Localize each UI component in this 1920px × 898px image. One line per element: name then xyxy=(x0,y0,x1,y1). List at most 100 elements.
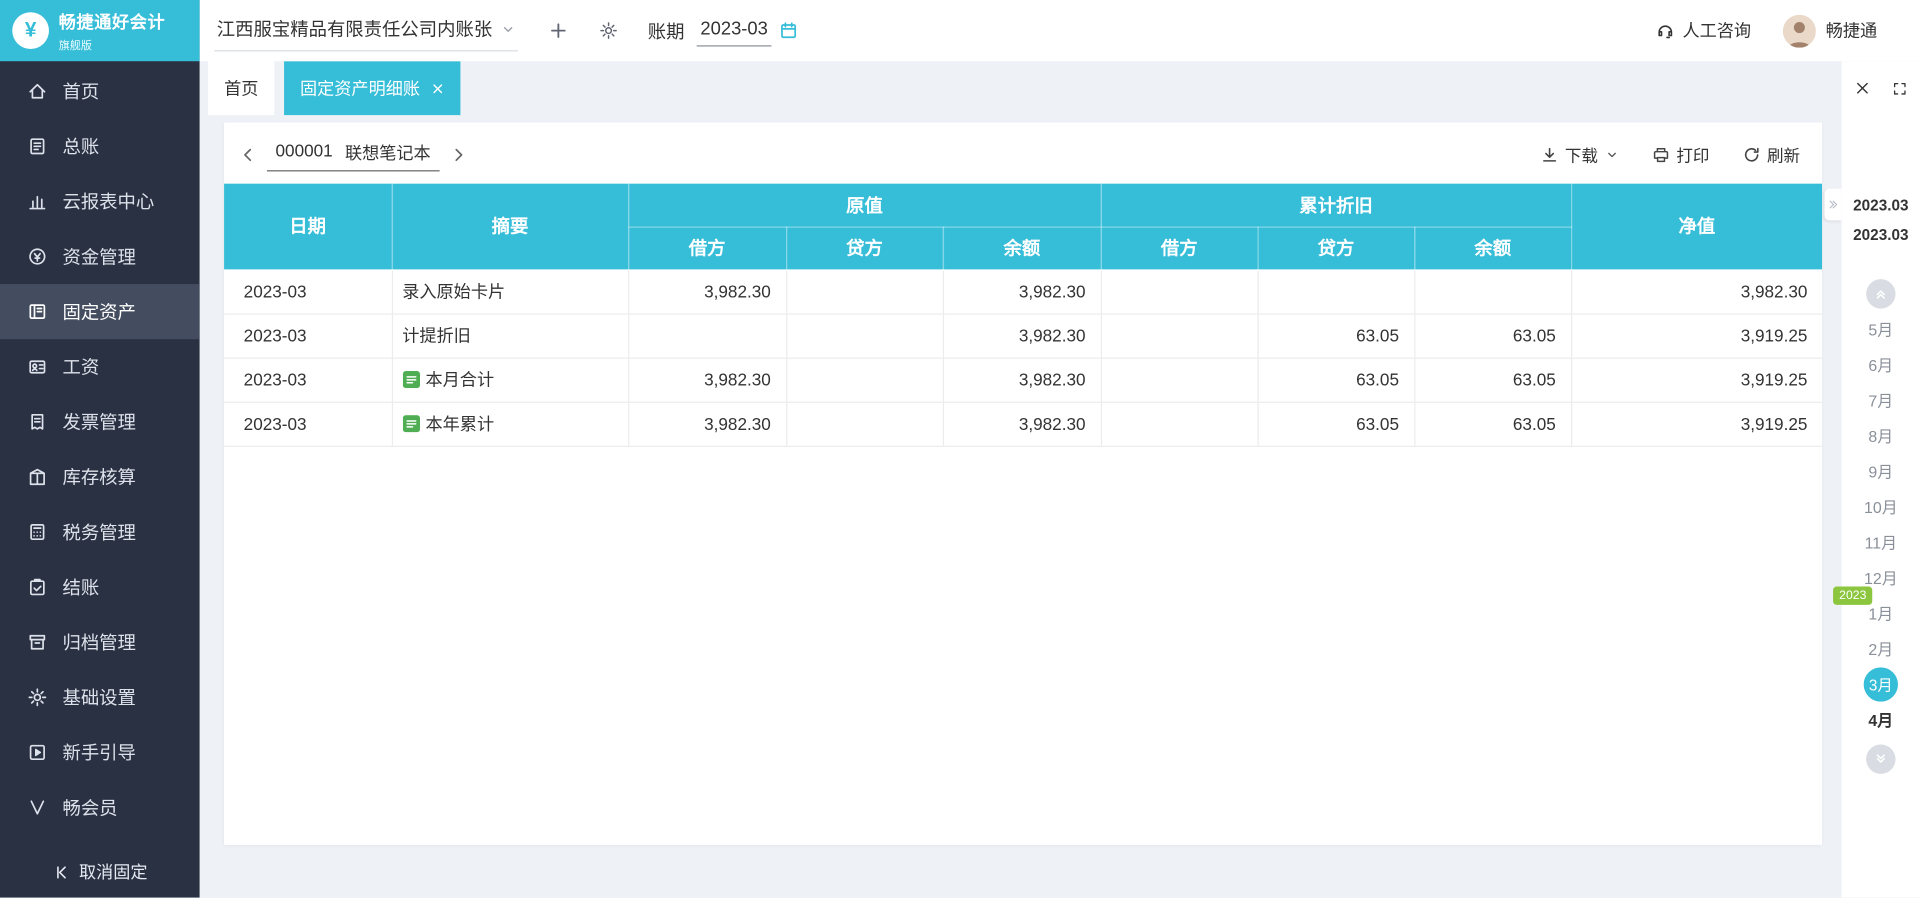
sidebar-item-archive[interactable]: 归档管理 xyxy=(0,615,200,670)
cell-summary: 计提折旧 xyxy=(391,312,629,359)
sidebar-menu: 首页总账 云报表中心 资金管理 固定资产 工资 发票管理库存核算税务管理结账归档管理基础设… xyxy=(0,61,200,835)
fixed-asset-ledger-view: 000001 联想笔记本 下载 打印 刷新 xyxy=(224,122,1823,845)
table-row[interactable]: 2023-03 计提折旧 3,982.30 63.05 63.05 3,919.25 xyxy=(224,312,1823,359)
sidebar-item-inventory[interactable]: 库存核算 xyxy=(0,449,200,504)
sidebar-item-closing[interactable]: 结账 xyxy=(0,560,200,615)
sidebar-item-cloud-report-center[interactable]: 云报表中心 xyxy=(0,174,200,229)
tax-icon xyxy=(27,522,48,543)
timeline-month[interactable]: 10月 xyxy=(1863,498,1898,517)
timeline-month[interactable]: 8月 xyxy=(1868,427,1894,446)
sidebar-item-fixed-assets[interactable]: 固定资产 xyxy=(0,284,200,340)
download-button[interactable]: 下载 xyxy=(1540,142,1618,166)
table-row[interactable]: 2023-03 本月合计 3,982.30 3,982.30 63.05 63.05 3,9… xyxy=(224,356,1823,403)
sidebar-item-general-ledger[interactable]: 总账 xyxy=(0,119,200,174)
user-name[interactable]: 畅捷通 xyxy=(1825,20,1878,41)
cell-amount: 3,982.30 xyxy=(1570,268,1823,315)
col-acc-balance: 余额 xyxy=(1413,225,1572,271)
sidebar-item-label: 库存核算 xyxy=(62,467,136,489)
tab-fixed-asset-detail-ledger[interactable]: 固定资产明细账 xyxy=(284,61,461,116)
cell-amount: 3,982.30 xyxy=(942,312,1102,359)
home-icon xyxy=(27,81,48,102)
cell-amount: 63.05 xyxy=(1256,312,1415,359)
closing-icon xyxy=(27,577,48,598)
timeline-period-start[interactable]: 2023.03 xyxy=(1853,197,1909,215)
cell-amount xyxy=(627,312,787,359)
sidebar-item-payroll[interactable]: 工资 xyxy=(0,339,200,394)
scroll-up-icon[interactable] xyxy=(1866,279,1896,309)
sidebar-item-member[interactable]: 畅会员 xyxy=(0,780,200,835)
table-row[interactable]: 2023-03 录入原始卡片 3,982.30 3,982.30 3,982.30 xyxy=(224,268,1823,315)
cell-amount: 63.05 xyxy=(1256,401,1415,447)
sidebar-item-label: 结账 xyxy=(62,577,100,599)
salary-icon xyxy=(27,356,48,377)
sidebar-item-settings[interactable]: 基础设置 xyxy=(0,670,200,725)
timeline-month[interactable]: 6月 xyxy=(1868,356,1894,375)
sidebar-item-home[interactable]: 首页 xyxy=(0,64,200,119)
cell-amount: 63.05 xyxy=(1413,312,1572,359)
cell-date: 2023-03 xyxy=(224,312,393,359)
company-name: 江西服宝精品有限责任公司内账张 xyxy=(216,19,493,41)
prev-record-button[interactable] xyxy=(234,140,262,168)
add-account-button[interactable] xyxy=(549,21,569,41)
sidebar-item-tax[interactable]: 税务管理 xyxy=(0,504,200,559)
table-header: 日期 摘要 原值 累计折旧 净值 借方 贷方 余额 借方 贷方 余额 xyxy=(224,183,1823,271)
timeline-month[interactable]: 7月 xyxy=(1868,391,1894,411)
collapse-panel-handle[interactable] xyxy=(1824,188,1842,221)
detail-table: 日期 摘要 原值 累计折旧 净值 借方 贷方 余额 借方 贷方 余额 2023-… xyxy=(224,183,1823,447)
timeline-month[interactable]: 12月 xyxy=(1863,569,1898,588)
member-icon xyxy=(27,797,48,818)
col-original-value: 原值 xyxy=(627,183,1102,228)
cell-amount: 3,982.30 xyxy=(627,356,787,403)
timeline-month[interactable]: 2月 xyxy=(1868,640,1894,659)
sidebar-item-funds[interactable]: 资金管理 xyxy=(0,229,200,284)
timeline-period-end[interactable]: 2023.03 xyxy=(1853,226,1909,244)
col-original-credit: 贷方 xyxy=(785,225,944,271)
cell-date: 2023-03 xyxy=(224,268,393,315)
scroll-down-icon[interactable] xyxy=(1866,744,1896,774)
timeline-month[interactable]: 9月 xyxy=(1868,462,1894,482)
timeline-month[interactable]: 4月 xyxy=(1868,711,1894,730)
table-row[interactable]: 2023-03 本年累计 3,982.30 3,982.30 63.05 63.05 3,9… xyxy=(224,401,1823,447)
cell-amount: 3,982.30 xyxy=(942,268,1102,315)
support-button[interactable]: 人工咨询 xyxy=(1656,18,1751,42)
timeline-month[interactable]: 3月 xyxy=(1863,666,1898,702)
collapse-left-icon xyxy=(52,863,70,881)
cell-amount: 63.05 xyxy=(1413,356,1572,403)
print-button[interactable]: 打印 xyxy=(1652,142,1709,166)
company-selector[interactable]: 江西服宝精品有限责任公司内账张 xyxy=(214,10,518,52)
user-avatar[interactable] xyxy=(1782,14,1816,48)
timeline-period-range: 2023.03 2023.03 xyxy=(1842,191,1920,250)
sidebar-item-invoice[interactable]: 发票管理 xyxy=(0,394,200,449)
tab-home[interactable]: 首页 xyxy=(208,61,275,116)
period-value[interactable]: 2023-03 xyxy=(696,15,772,47)
col-accumulated-depreciation: 累计折旧 xyxy=(1100,183,1572,228)
printer-icon xyxy=(1652,145,1670,163)
fullscreen-icon[interactable] xyxy=(1892,80,1908,96)
sidebar-unpin-button[interactable]: 取消固定 xyxy=(0,846,200,897)
cell-amount: 3,982.30 xyxy=(942,401,1102,447)
timeline-month[interactable]: 1月 xyxy=(1868,604,1894,624)
refresh-icon xyxy=(1742,145,1760,163)
chevron-down-icon xyxy=(501,21,516,36)
record-selector[interactable]: 000001 联想笔记本 xyxy=(266,138,440,171)
col-summary: 摘要 xyxy=(391,183,629,271)
col-net-value: 净值 xyxy=(1570,183,1823,271)
calendar-icon[interactable] xyxy=(779,21,799,41)
next-record-button[interactable] xyxy=(444,140,472,168)
sidebar-item-guide[interactable]: 新手引导 xyxy=(0,725,200,780)
cell-amount: 3,919.25 xyxy=(1570,312,1823,359)
col-date: 日期 xyxy=(224,183,393,271)
sidebar: ¥ 畅捷通好会计 旗舰版 首页 总账 云报表中心 资金管理 固定资产 工资 发票管理 库存核算… xyxy=(0,0,200,898)
timeline-month[interactable]: 11月 xyxy=(1864,533,1898,553)
tab-close-icon[interactable] xyxy=(431,81,444,94)
timeline-month[interactable]: 5月 xyxy=(1868,320,1894,340)
close-view-icon[interactable] xyxy=(1854,80,1871,97)
gear-icon[interactable] xyxy=(599,21,619,41)
refresh-button[interactable]: 刷新 xyxy=(1742,142,1800,166)
sidebar-item-label: 税务管理 xyxy=(62,522,136,544)
sidebar-item-label: 首页 xyxy=(62,82,100,103)
report-icon xyxy=(27,191,48,212)
tab-label: 首页 xyxy=(224,78,259,98)
sidebar-item-label: 基础设置 xyxy=(62,688,136,709)
fund-icon xyxy=(27,246,48,267)
